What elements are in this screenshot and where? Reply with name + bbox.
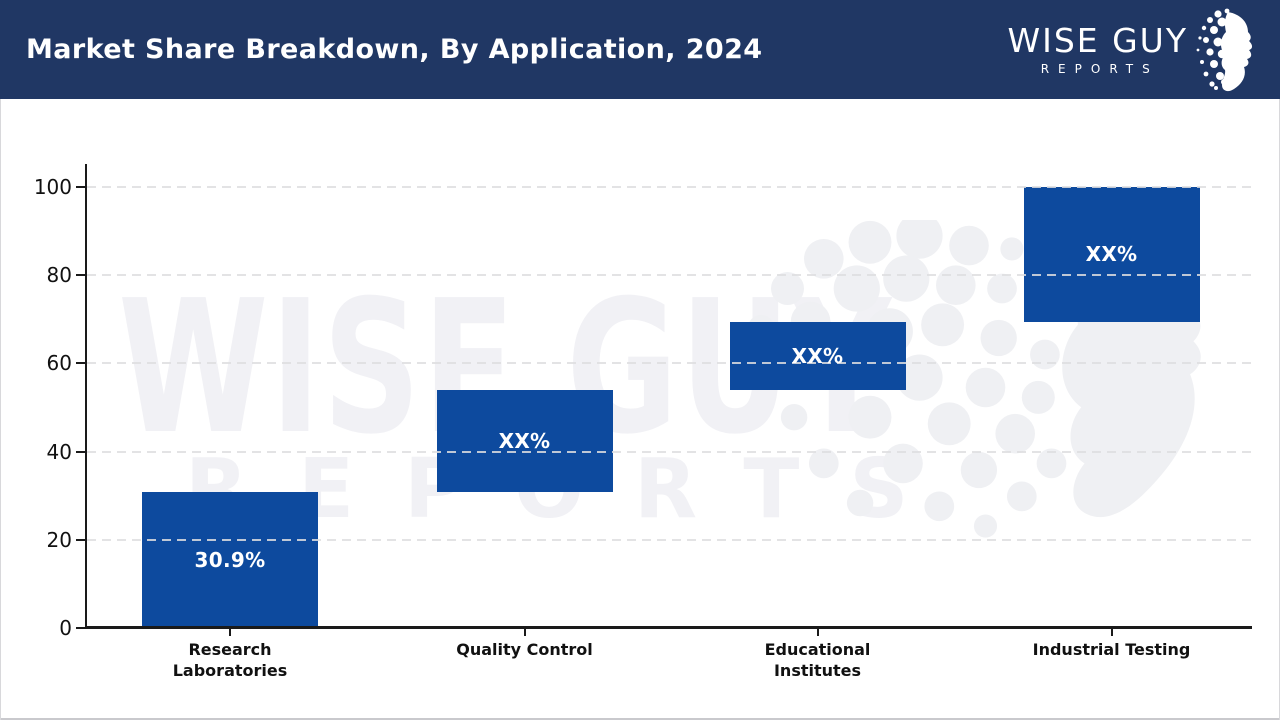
page-bottom-border [0,718,1280,720]
page-left-border [0,99,1,720]
x-label-research-laboratories: Research Laboratories [172,640,288,680]
y-tick-mark-60 [76,362,85,365]
y-tick-mark-0 [76,627,85,629]
gridline-20 [87,538,1252,541]
chart-title: Market Share Breakdown, By Application, … [26,34,763,65]
gridline-100 [87,186,1252,188]
logo-face-icon [1196,8,1253,91]
logo-text: WISE GUY REPORTS [1007,24,1188,76]
y-tick-mark-100 [76,186,85,188]
x-tick-mark-industrial-testing [1110,629,1113,636]
bar-research-laboratories [142,491,318,628]
gridline-60 [87,362,1252,365]
bar-label-quality-control: XX% [498,428,551,453]
x-label-educational-institutes: Educational Institutes [764,640,871,680]
bar-label-research-laboratories: 30.9% [194,547,266,572]
x-tick-mark-research-laboratories [229,629,231,636]
x-tick-mark-educational-institutes [816,629,819,636]
y-tick-label-20: 20 [46,527,72,552]
y-tick-mark-80 [76,274,85,277]
bar-quality-control [436,389,613,492]
wise-guy-logo: WISE GUY REPORTS [1007,8,1254,92]
header: Market Share Breakdown, By Application, … [0,0,1280,99]
y-axis-spine [85,164,87,628]
gridline-80 [87,274,1252,277]
y-tick-label-80: 80 [46,263,72,288]
x-tick-mark-quality-control [523,629,526,636]
y-tick-label-0: 0 [59,616,72,640]
logo-wordmark: WISE GUY [1007,20,1188,60]
x-label-quality-control: Quality Control [456,640,593,659]
x-label-industrial-testing: Industrial Testing [1032,640,1191,659]
logo-subtitle: REPORTS [1040,61,1159,76]
y-tick-mark-40 [76,450,85,453]
bar-label-educational-institutes: XX% [791,343,844,368]
bar-label-industrial-testing: XX% [1085,242,1138,267]
y-tick-mark-20 [76,538,85,541]
y-tick-label-60: 60 [46,351,72,376]
y-tick-label-40: 40 [46,439,72,464]
gridline-40 [87,450,1252,453]
x-axis-line [85,626,1252,629]
y-tick-label-100: 100 [33,175,72,199]
